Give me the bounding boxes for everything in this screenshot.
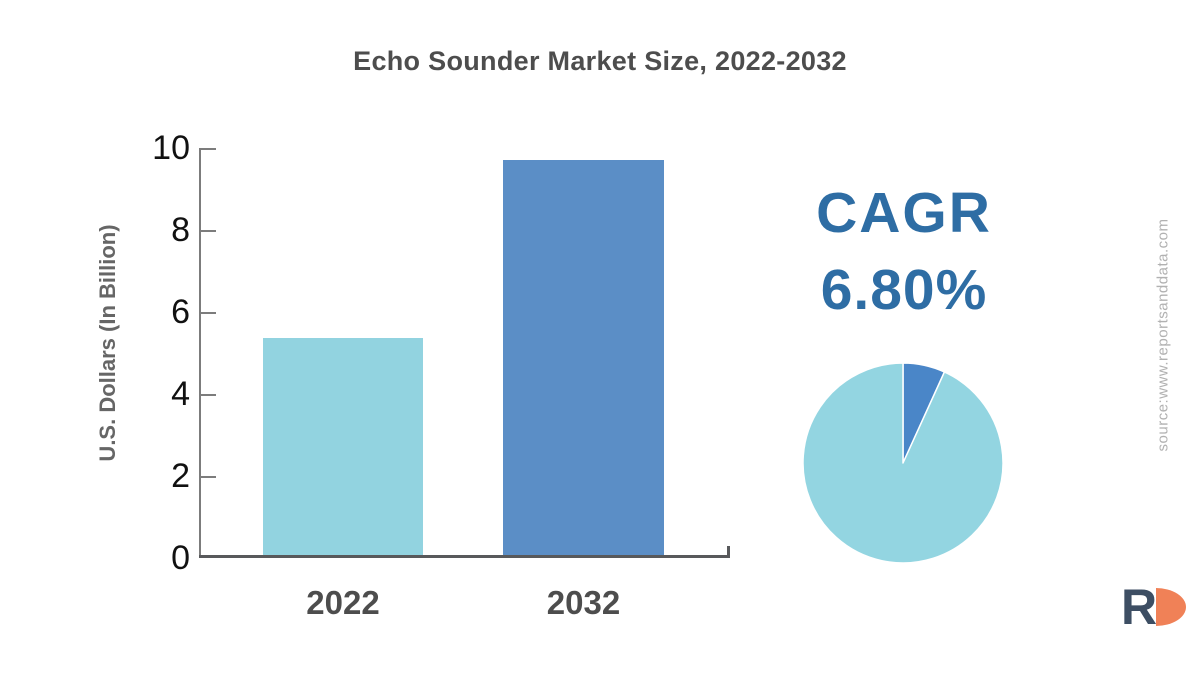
reports-and-data-logo: R [1121, 579, 1187, 635]
y-tick-label-4: 4 [171, 375, 190, 413]
y-tick-label-0: 0 [171, 539, 190, 577]
x-tick-label-2022: 2022 [306, 584, 380, 621]
cagr-label: CAGR [816, 181, 992, 245]
source-note: source:www.reportsanddata.com [1154, 218, 1172, 452]
y-axis-line [199, 148, 201, 558]
y-tick-8 [201, 230, 216, 232]
x-axis-line [199, 555, 730, 558]
y-tick-label-8: 8 [171, 211, 190, 249]
x-axis-end-tick [727, 546, 730, 558]
y-tick-4 [201, 394, 216, 396]
y-tick-6 [201, 312, 216, 314]
bar-2022 [263, 338, 423, 555]
y-tick-10 [201, 148, 216, 150]
y-axis-label: U.S. Dollars (In Billion) [95, 224, 120, 462]
cagr-callout: CAGR 6.80% [778, 182, 1030, 321]
y-tick-label-6: 6 [171, 293, 190, 331]
logo-half-disc-icon [1156, 588, 1187, 626]
chart-title: Echo Sounder Market Size, 2022-2032 [353, 46, 847, 76]
cagr-value: 6.80% [820, 258, 988, 322]
logo-letter-r: R [1121, 579, 1157, 635]
y-tick-label-2: 2 [171, 457, 190, 495]
pie-slice-remainder [802, 362, 1004, 564]
cagr-pie-chart [802, 362, 1004, 564]
y-tick-2 [201, 476, 216, 478]
bar-2032 [503, 160, 664, 555]
x-tick-label-2032: 2032 [546, 584, 621, 621]
y-tick-label-10: 10 [152, 129, 190, 167]
